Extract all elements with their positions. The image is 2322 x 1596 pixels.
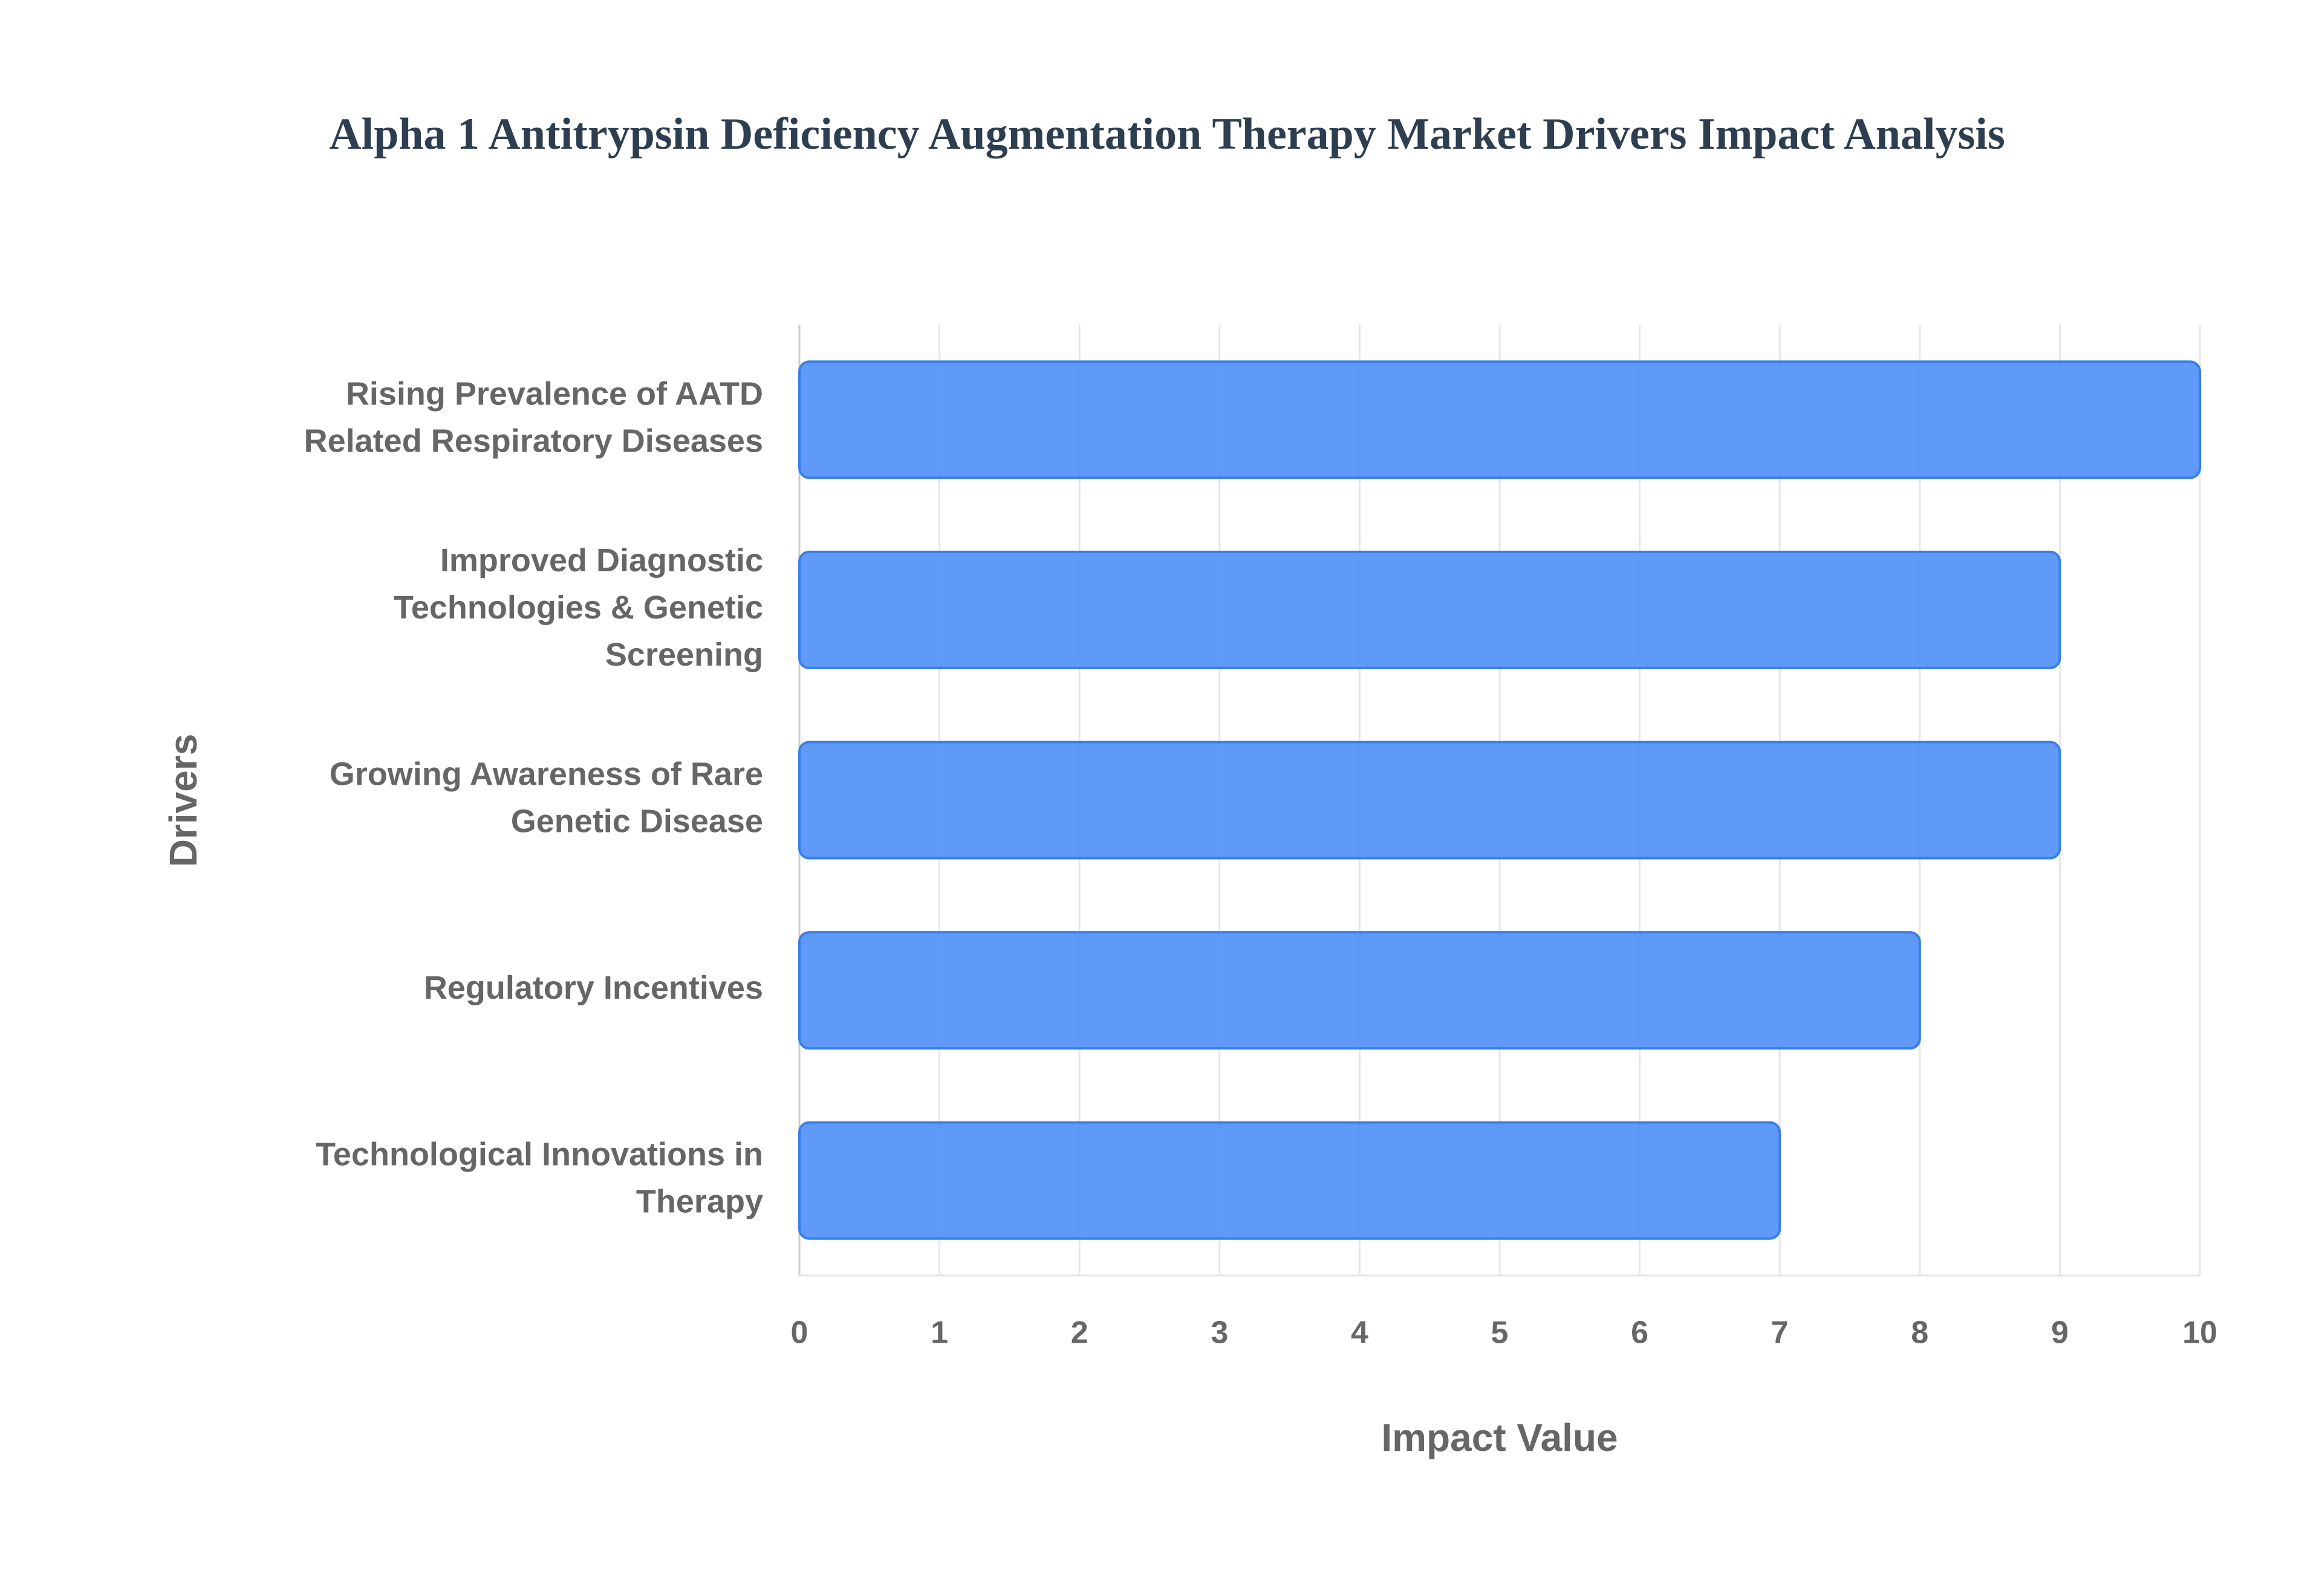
bar bbox=[798, 550, 2061, 669]
x-axis-title: Impact Value bbox=[1381, 1416, 1618, 1459]
x-tick-label: 3 bbox=[1211, 1315, 1228, 1351]
bar bbox=[798, 360, 2201, 479]
x-tick-label: 5 bbox=[1491, 1315, 1509, 1351]
y-tick-label: Technological Innovations in Therapy bbox=[316, 1137, 763, 1220]
y-axis-title: Drivers bbox=[161, 734, 205, 868]
bar bbox=[798, 931, 1921, 1050]
x-tick-label: 9 bbox=[2051, 1315, 2069, 1351]
y-tick-label: Improved Diagnostic Technologies & Geneti… bbox=[394, 542, 763, 673]
x-tick-label: 7 bbox=[1771, 1315, 1789, 1351]
x-tick-label: 0 bbox=[791, 1315, 808, 1351]
x-tick-label: 1 bbox=[931, 1315, 948, 1351]
x-tick-label: 2 bbox=[1071, 1315, 1088, 1351]
x-tick-label: 10 bbox=[2182, 1315, 2217, 1351]
bar bbox=[798, 741, 2061, 860]
y-tick-label: Growing Awareness of Rare Genetic Disease bbox=[330, 756, 763, 840]
x-tick-label: 8 bbox=[1911, 1315, 1928, 1351]
bar bbox=[798, 1121, 1781, 1240]
y-tick-label: Rising Prevalence of AATD Related Respira… bbox=[304, 376, 763, 459]
x-tick-label: 6 bbox=[1631, 1315, 1648, 1351]
x-tick-label: 4 bbox=[1351, 1315, 1368, 1351]
y-tick-label: Regulatory Incentives bbox=[424, 970, 763, 1006]
chart-title: Alpha 1 Antitrypsin Deficiency Augmentat… bbox=[329, 109, 2005, 159]
